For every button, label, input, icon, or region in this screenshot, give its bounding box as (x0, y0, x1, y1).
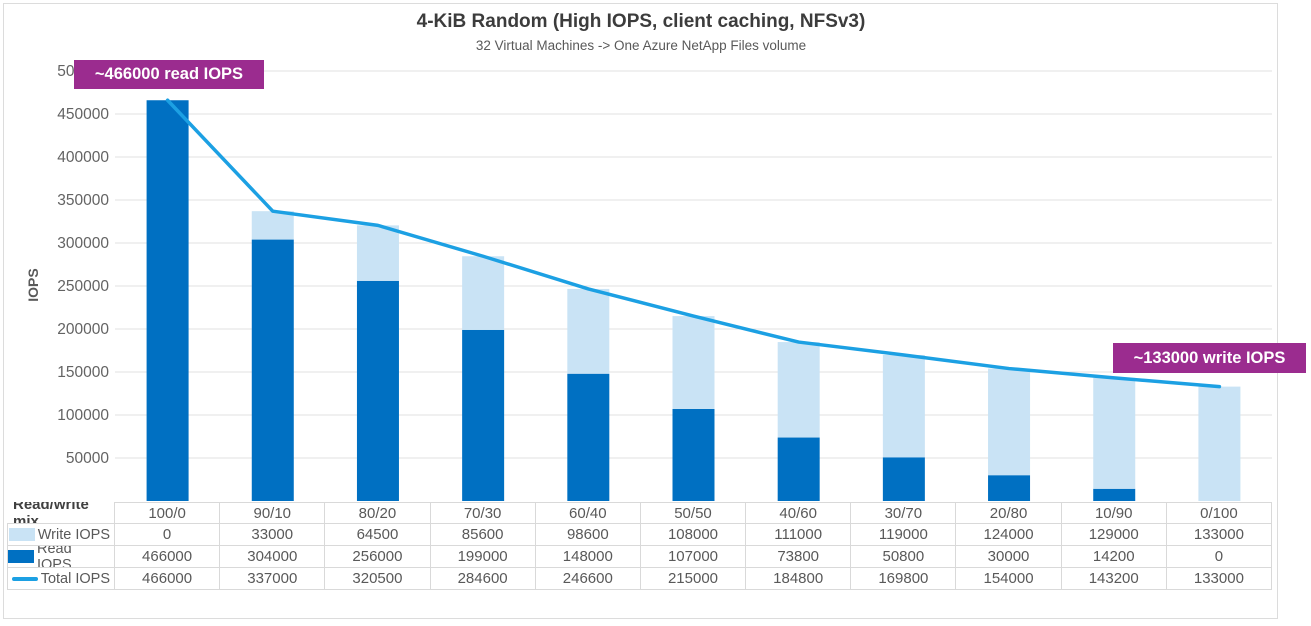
write-iops-bar (672, 316, 715, 409)
total-iops-line (165, 98, 1222, 389)
read-iops-bar (672, 408, 715, 501)
value-cell: 129000 (1061, 524, 1167, 546)
read-iops-bar (146, 100, 189, 502)
value-cell: 169800 (851, 568, 957, 590)
value-cell: 304000 (220, 546, 326, 568)
chart-subtitle: 32 Virtual Machines -> One Azure NetApp … (475, 38, 807, 53)
read-iops-bar (251, 239, 294, 501)
value-cell: 50800 (851, 546, 957, 568)
series-label-cell: Total IOPS (7, 568, 115, 590)
value-cell: 119000 (851, 524, 957, 546)
value-cell: 246600 (535, 568, 641, 590)
category-cell: 10/90 (1061, 502, 1167, 524)
read-iops-bar (882, 457, 925, 501)
y-tick-label: 50000 (66, 450, 109, 467)
category-cell: 70/30 (430, 502, 536, 524)
series-label-cell: Read IOPS (7, 546, 115, 568)
write-iops-bar (1198, 386, 1241, 501)
value-cell: 0 (115, 524, 221, 546)
series-label-cell: Write IOPS (7, 524, 115, 546)
value-cell: 14200 (1061, 546, 1167, 568)
total-iops-swatch-icon (11, 576, 38, 581)
category-cell: 80/20 (325, 502, 431, 524)
value-cell: 284600 (430, 568, 536, 590)
category-cell: 30/70 (851, 502, 957, 524)
read-iops-swatch-icon (8, 550, 34, 563)
value-cell: 64500 (325, 524, 431, 546)
value-cell: 73800 (746, 546, 852, 568)
value-cell: 466000 (115, 546, 221, 568)
category-cell: 0/100 (1166, 502, 1272, 524)
value-cell: 33000 (220, 524, 326, 546)
category-cell: 100/0 (115, 502, 221, 524)
value-cell: 215000 (640, 568, 747, 590)
value-cell: 154000 (956, 568, 1062, 590)
y-tick-label: 100000 (57, 407, 109, 424)
value-cell: 108000 (640, 524, 747, 546)
read-iops-bar (567, 373, 610, 501)
value-cell: 143200 (1061, 568, 1167, 590)
value-cell: 124000 (956, 524, 1062, 546)
y-tick-label: 300000 (57, 235, 109, 252)
y-tick-label: 250000 (57, 278, 109, 295)
y-tick-label: 450000 (57, 106, 109, 123)
value-cell: 111000 (746, 524, 852, 546)
read-iops-bar (356, 280, 399, 501)
y-tick-label: 150000 (57, 364, 109, 381)
write-iops-bar (777, 342, 820, 438)
mix-header-cell: Read/write mix (7, 502, 115, 524)
write-iops-swatch-icon (8, 528, 35, 541)
value-cell: 337000 (220, 568, 326, 590)
value-cell: 85600 (430, 524, 536, 546)
write-iops-bar (1093, 377, 1136, 489)
read-iops-bar (988, 475, 1031, 501)
annotation-write-iops: ~133000 write IOPS (1113, 343, 1306, 373)
value-cell: 184800 (746, 568, 852, 590)
category-cell: 50/50 (640, 502, 747, 524)
value-cell: 0 (1166, 546, 1272, 568)
write-iops-bar (988, 368, 1031, 476)
annotation-read-iops: ~466000 read IOPS (74, 60, 264, 89)
read-iops-bar (1093, 488, 1136, 501)
value-cell: 133000 (1166, 524, 1272, 546)
value-cell: 30000 (956, 546, 1062, 568)
chart-title: 4-KiB Random (High IOPS, client caching,… (416, 11, 866, 32)
value-cell: 98600 (535, 524, 641, 546)
value-cell: 320500 (325, 568, 431, 590)
value-cell: 107000 (640, 546, 747, 568)
value-cell: 199000 (430, 546, 536, 568)
data-table: Read/write mix 100/0 90/10 80/20 70/30 60/40 5… (7, 502, 1272, 590)
y-tick-label: 350000 (57, 192, 109, 209)
y-axis-label: IOPS (25, 268, 41, 302)
category-cell: 60/40 (535, 502, 641, 524)
write-iops-bar (882, 354, 925, 458)
chart-frame (3, 3, 1278, 619)
value-cell: 466000 (115, 568, 221, 590)
value-cell: 133000 (1166, 568, 1272, 590)
y-tick-label: 200000 (57, 321, 109, 338)
value-cell: 256000 (325, 546, 431, 568)
write-iops-bar (356, 225, 399, 281)
category-cell: 90/10 (220, 502, 326, 524)
write-iops-bar (251, 211, 294, 240)
read-iops-bar (777, 437, 820, 501)
y-tick-label: 400000 (57, 149, 109, 166)
write-iops-bar (567, 288, 610, 374)
write-iops-bar (462, 256, 505, 330)
read-iops-bar (462, 329, 505, 501)
category-cell: 40/60 (746, 502, 852, 524)
category-cell: 20/80 (956, 502, 1062, 524)
value-cell: 148000 (535, 546, 641, 568)
